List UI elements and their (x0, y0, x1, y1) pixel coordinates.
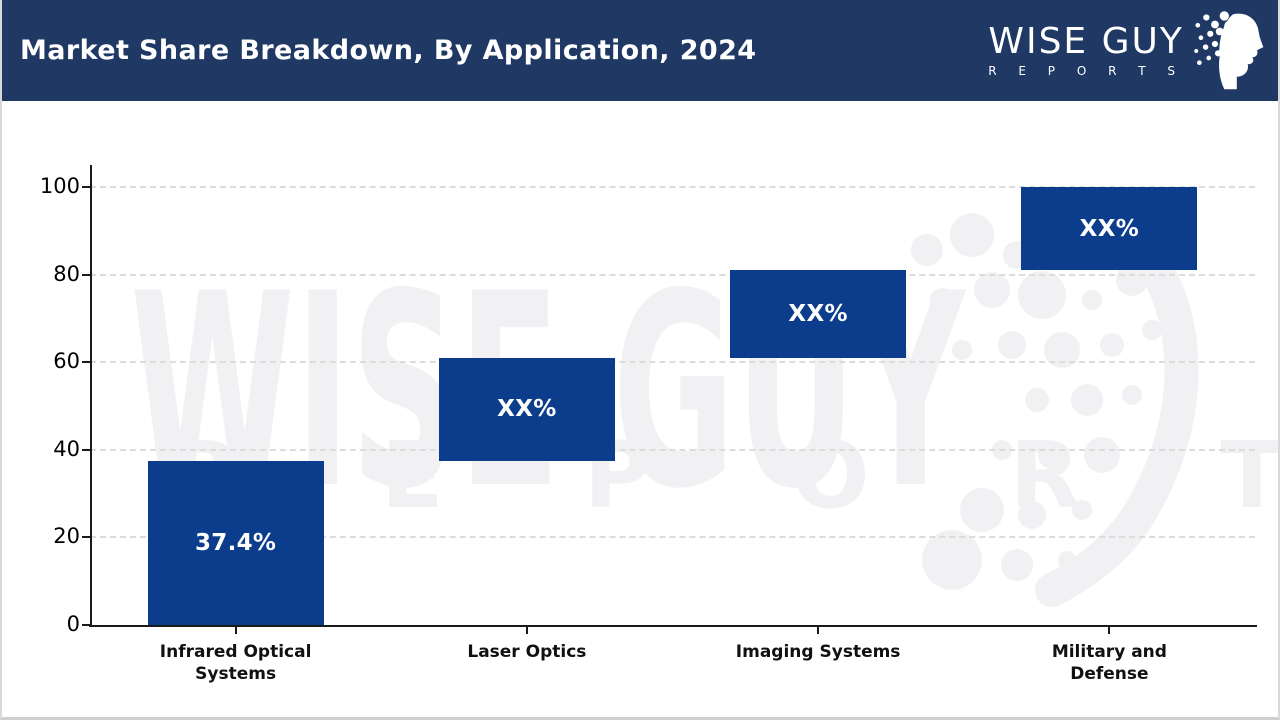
y-tick-mark (82, 186, 90, 188)
logo-text: WISE GUY R E P O R T S (988, 21, 1184, 78)
y-tick-label: 40 (53, 436, 80, 461)
bar-value-label: XX% (497, 396, 557, 423)
y-tick-label: 60 (53, 349, 80, 374)
gridline (90, 186, 1255, 188)
bar-value-label: XX% (788, 301, 848, 328)
wise-guy-logo: WISE GUY R E P O R T S (988, 8, 1278, 94)
category-label-laser-optics: Laser Optics (467, 642, 587, 662)
category-label-infrared-optical-systems: Infrared Optical Systems (159, 642, 312, 685)
bar-military-and-defense: XX% (1021, 187, 1198, 271)
logo-wordmark: WISE GUY (988, 21, 1184, 62)
y-tick-mark (82, 273, 90, 276)
x-axis-line (89, 625, 1257, 627)
y-axis-line (90, 165, 92, 627)
category-label-military-and-defense: Military and Defense (1051, 642, 1167, 685)
chart-title: Market Share Breakdown, By Application, … (20, 35, 757, 66)
bar-imaging-systems: XX% (730, 270, 907, 358)
logo-subtitle: R E P O R T S (988, 64, 1184, 78)
y-tick-mark (82, 536, 90, 539)
category-label-imaging-systems: Imaging Systems (735, 642, 901, 662)
y-tick-label: 80 (53, 261, 80, 286)
gridline (90, 273, 1255, 276)
gridline (90, 361, 1255, 364)
logo-face-icon (1194, 10, 1264, 89)
header-bar: Market Share Breakdown, By Application, … (2, 0, 1278, 101)
bar-value-label: XX% (1079, 215, 1140, 242)
y-tick-label: 100 (39, 174, 80, 198)
y-tick-label: 20 (53, 524, 80, 549)
x-tick-mark (1108, 627, 1111, 634)
bar-laser-optics: XX% (438, 357, 615, 462)
y-tick-mark (82, 448, 90, 451)
bar-value-label: 37.4% (194, 530, 277, 557)
x-tick-mark (234, 627, 237, 634)
y-tick-label: 0 (66, 612, 80, 636)
y-tick-mark (82, 624, 90, 626)
gridline (90, 536, 1255, 539)
gridline (90, 448, 1255, 451)
x-tick-mark (525, 627, 528, 634)
bar-infrared-optical-systems: 37.4% (147, 461, 324, 625)
y-tick-mark (82, 361, 90, 364)
x-tick-mark (817, 627, 820, 634)
